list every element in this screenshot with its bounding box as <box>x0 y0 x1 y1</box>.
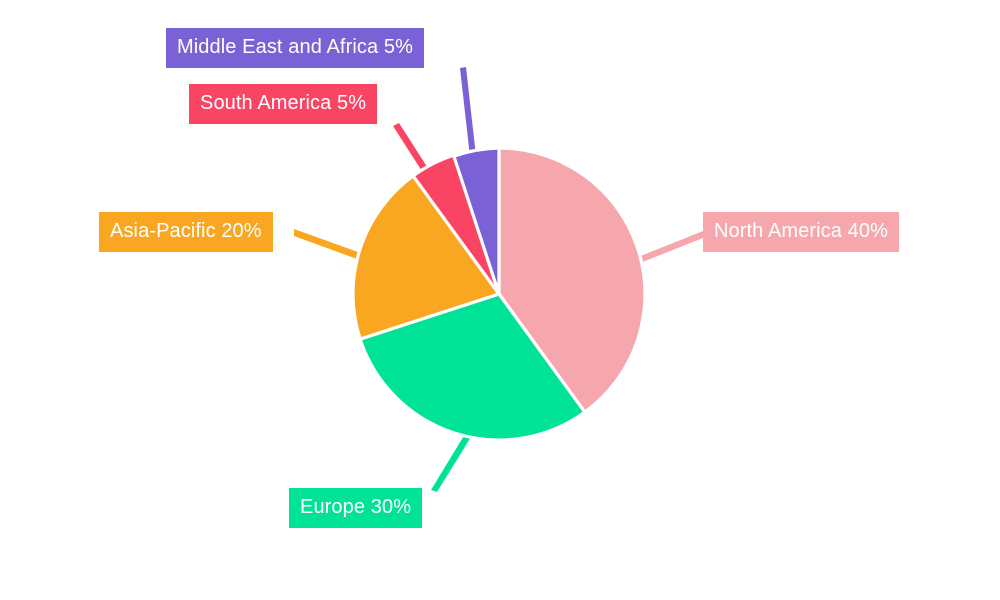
pie-slice-asia-pacific[interactable] <box>351 173 502 342</box>
leader-line-south-america <box>393 123 433 179</box>
leader-line-middle-east-africa <box>460 67 476 157</box>
pie-slices <box>351 146 647 442</box>
pie-label-north-america[interactable]: North America 40% <box>703 212 899 252</box>
leader-line-asia-pacific <box>294 229 358 259</box>
pie-label-asia-pacific[interactable]: Asia-Pacific 20% <box>99 212 273 252</box>
pie-label-middle-east-africa[interactable]: Middle East and Africa 5% <box>166 28 424 68</box>
pie-label-europe[interactable]: Europe 30% <box>289 488 423 528</box>
leader-line-north-america <box>638 229 708 263</box>
leader-lines <box>294 67 708 492</box>
pie-slice-europe[interactable] <box>358 292 588 442</box>
pie-slice-middle-east-africa[interactable] <box>451 146 501 295</box>
pie-label-south-america[interactable]: South America 5% <box>189 84 378 124</box>
leader-line-europe <box>431 434 471 492</box>
pie-slice-north-america[interactable] <box>497 146 647 415</box>
